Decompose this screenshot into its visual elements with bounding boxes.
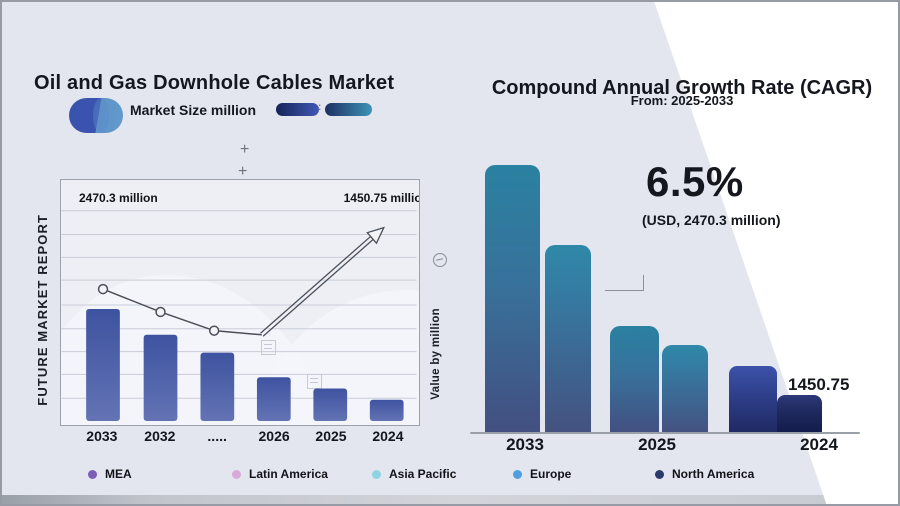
- left-chart-x-label: 2026: [258, 428, 290, 444]
- end-value-label: 1450.75 million: [343, 191, 419, 205]
- left-chart-bar: [143, 334, 178, 422]
- left-title: Oil and Gas Downhole Cables Market: [34, 72, 395, 95]
- grid-watermark-icon: [261, 340, 276, 355]
- legend-dot: [372, 469, 381, 479]
- right-chart-bar: [729, 366, 777, 433]
- left-chart-panel: 2470.3 million 1450.75 million: [60, 179, 420, 426]
- right-chart-bar: [610, 325, 659, 433]
- legend-item: Latin America: [232, 467, 328, 481]
- right-subtitle: From: 2025-2033: [630, 93, 734, 108]
- value-label-2024: 1450.75: [788, 375, 850, 394]
- legend-item: North America: [655, 467, 754, 481]
- x-axis-line: [470, 432, 860, 434]
- right-chart-bar: [662, 344, 708, 433]
- legend-label: Europe: [530, 467, 572, 481]
- pill-icon-dark: [276, 103, 319, 116]
- legend-label: North America: [672, 467, 755, 481]
- legend-item: Asia Pacific: [372, 467, 456, 481]
- bottom-border-strip: [2, 495, 834, 504]
- cagr-value: 6.5%: [646, 158, 744, 205]
- left-chart-x-label: .....: [207, 428, 227, 444]
- plus-icon: +: [240, 141, 250, 158]
- line-marker: [155, 306, 166, 318]
- legend-dot: [513, 469, 522, 479]
- corner-bracket: [605, 275, 644, 291]
- trend-arrow: [260, 226, 386, 337]
- left-chart-plot: [61, 210, 417, 422]
- left-chart-y-axis-label: FUTURE MARKET REPORT: [35, 214, 50, 406]
- right-chart-year-label: 2024: [800, 435, 838, 454]
- right-title: Compound Annual Growth Rate (CAGR): [491, 76, 873, 99]
- legend-label: Latin America: [249, 467, 328, 481]
- legend-dot: [232, 469, 241, 479]
- legend-label: Asia Pacific: [389, 467, 457, 481]
- legend-item: MEA: [88, 467, 132, 481]
- plus-icon: +: [238, 163, 248, 180]
- cylinder-icon: [69, 98, 123, 133]
- left-chart-bar: [200, 352, 235, 422]
- left-chart-bar: [256, 377, 291, 422]
- circled-minus-icon: [433, 253, 447, 267]
- right-chart-bar: [485, 165, 540, 433]
- left-chart-x-label: 2032: [144, 428, 176, 444]
- pill-icon-teal: [325, 103, 372, 116]
- left-chart-x-label: 2033: [86, 428, 118, 444]
- pill-separator: :: [318, 102, 322, 113]
- left-chart-bar: [313, 388, 348, 422]
- start-value-label: 2470.3 million: [79, 191, 158, 205]
- left-chart-x-label: 2025: [315, 428, 347, 444]
- right-chart-year-label: 2033: [506, 435, 544, 454]
- legend-item: Europe: [513, 467, 571, 481]
- legend-dot: [655, 469, 664, 479]
- left-chart-secondary-axis-label: Value by million: [430, 308, 442, 400]
- cagr-note: (USD, 2470.3 million): [642, 212, 781, 228]
- market-size-label: Market Size million: [130, 102, 257, 118]
- legend-label: MEA: [105, 467, 132, 481]
- left-chart-bar: [86, 308, 120, 422]
- line-marker: [97, 283, 109, 295]
- left-chart-bar: [369, 399, 404, 422]
- line-marker: [208, 325, 220, 336]
- right-chart-bar: [545, 245, 591, 433]
- legend-dot: [88, 469, 97, 479]
- right-chart-bar: [777, 395, 822, 433]
- right-chart-year-label: 2025: [638, 435, 676, 454]
- left-chart-x-label: 2024: [372, 428, 404, 444]
